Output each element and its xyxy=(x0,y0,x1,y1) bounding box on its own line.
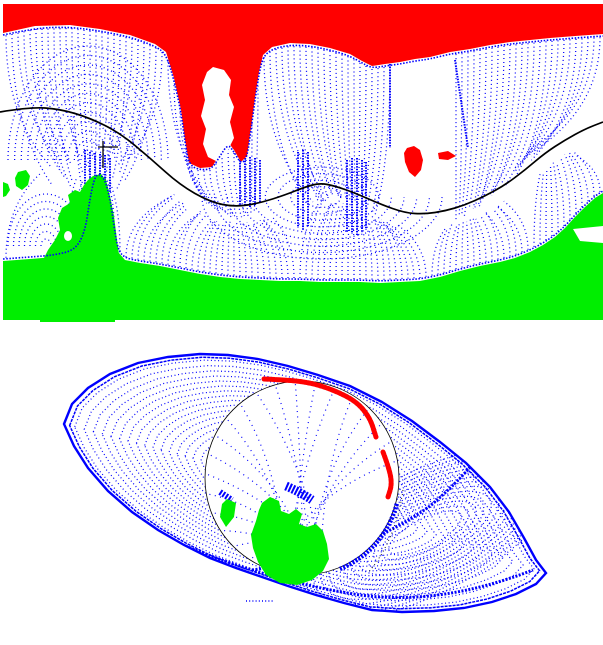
neutral-line xyxy=(0,106,603,215)
lens-rim xyxy=(62,352,548,614)
green-coronal-patch xyxy=(251,497,329,585)
loop-arc xyxy=(29,223,63,247)
shell-layer xyxy=(152,404,447,563)
loop-arc xyxy=(12,200,80,247)
shell-layer xyxy=(160,409,437,558)
loop-arc xyxy=(252,196,392,234)
lens-rim-inner xyxy=(68,356,541,610)
red-boundary-fringe xyxy=(2,26,603,171)
dense-blob xyxy=(218,489,234,503)
shell-layer xyxy=(118,385,484,582)
green-blob xyxy=(15,170,30,190)
loop-arc xyxy=(67,130,109,161)
inner-ellipse-layer xyxy=(380,505,470,561)
fieldline-3d-panel xyxy=(62,352,548,614)
fieldline-dots-layer xyxy=(5,28,601,280)
loop-ellipse xyxy=(302,185,342,209)
white-notch xyxy=(573,226,603,243)
shell-layer xyxy=(135,395,465,572)
red-island xyxy=(404,146,423,177)
loop-arc xyxy=(14,54,162,161)
loop-arc xyxy=(73,140,103,161)
shell-layer xyxy=(127,390,475,577)
loop-ellipse xyxy=(315,192,329,202)
loop-arc xyxy=(201,196,443,260)
loop-arc xyxy=(20,64,156,161)
inner-ellipse-layer xyxy=(358,490,492,576)
disk-ray xyxy=(241,405,286,555)
positive-coronal-hole-band xyxy=(3,176,603,320)
loop-arc xyxy=(53,111,123,161)
open-field-white-oval xyxy=(201,67,234,162)
red-polarity-streak xyxy=(380,449,394,500)
inner-ellipse-layer xyxy=(388,510,462,556)
dense-cross-ridge xyxy=(159,533,534,600)
loop-arc xyxy=(239,196,405,241)
disk-ray xyxy=(293,384,316,547)
disk-ray xyxy=(224,530,304,563)
synoptic-map-panel xyxy=(0,4,603,322)
shell-layer xyxy=(101,375,504,591)
dense-ridge xyxy=(454,59,469,149)
negative-coronal-hole-band xyxy=(3,4,603,168)
red-island xyxy=(438,151,456,160)
polarity-regions-layer xyxy=(3,4,603,322)
loop-arc xyxy=(7,45,169,161)
loop-arc xyxy=(33,83,143,161)
red-polarity-streak xyxy=(261,376,379,440)
shell-layer xyxy=(74,359,535,607)
green-boundary-fringe xyxy=(2,173,603,282)
green-blob xyxy=(3,182,10,197)
loop-ellipse xyxy=(290,179,354,215)
disk-ray xyxy=(284,461,395,547)
reference-cross-marker xyxy=(98,141,118,168)
green-column xyxy=(40,174,120,322)
red-island xyxy=(182,92,187,110)
dense-blob xyxy=(284,481,315,504)
green-coronal-patch-small xyxy=(220,499,236,527)
loop-arc xyxy=(47,102,129,161)
shell-layer xyxy=(83,365,524,602)
loop-arc xyxy=(214,196,430,254)
loop-arc xyxy=(60,121,116,161)
white-hole xyxy=(64,231,72,241)
inner-ellipse-layer xyxy=(373,500,477,566)
shell-layer xyxy=(144,399,456,567)
loop-arc xyxy=(40,238,52,247)
disk-ray xyxy=(320,398,353,555)
loop-ellipse xyxy=(264,166,380,228)
